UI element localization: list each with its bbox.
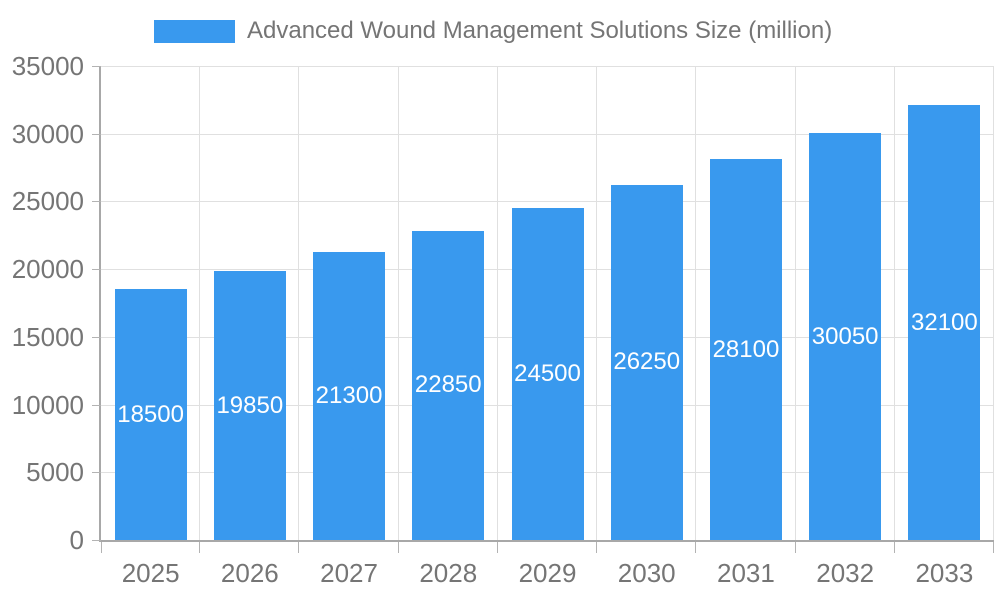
gridline-vertical [398,66,399,540]
gridline-vertical [894,66,895,540]
y-tick-label: 20000 [11,254,84,285]
bar-2027[interactable] [313,251,386,540]
y-tick-mark [92,269,101,271]
y-tick-mark [92,540,101,541]
y-tick-label: 35000 [11,51,84,81]
gridline-vertical [199,66,200,540]
gridline-vertical [993,66,994,540]
x-tick-label-2027: 2027 [320,558,378,588]
gridline-vertical [795,66,796,540]
x-tick-label-2026: 2026 [220,558,279,588]
bar-value-label: 30050 [811,322,879,350]
gridline-horizontal [101,201,994,203]
bar-value-label: 24500 [514,360,581,388]
y-tick-mark [92,472,101,474]
gridline-horizontal [101,66,994,67]
x-tick-mark [993,542,994,553]
y-tick-label: 30000 [11,118,84,149]
x-tick-label-2031: 2031 [717,558,775,588]
y-tick-mark [92,66,101,67]
x-tick-label-2025: 2025 [121,558,180,588]
y-tick-label: 0 [69,525,84,555]
bar-value-label: 21300 [315,381,383,409]
x-tick-label-2033: 2033 [915,558,974,588]
y-tick-label: 15000 [11,321,84,352]
bar-2032[interactable] [809,133,882,540]
gridline-vertical [596,66,597,540]
y-tick-mark [92,133,101,135]
bar-2025[interactable] [114,289,187,540]
bar-value-label: 32100 [911,308,978,336]
bar-value-label: 19850 [216,391,284,419]
x-tick-label-2029: 2029 [518,558,577,588]
bar-2029[interactable] [511,208,584,540]
legend-swatch [154,19,235,43]
bar-2026[interactable] [213,271,286,540]
y-tick-label: 5000 [26,457,84,488]
x-tick-mark [894,542,895,553]
legend-item[interactable]: Advanced Wound Management Solutions Size… [154,17,832,45]
y-tick-mark [92,201,101,203]
bar-2031[interactable] [709,159,782,540]
x-tick-mark [298,542,299,553]
gridline-horizontal [101,133,994,135]
bar-value-label: 26250 [613,348,681,376]
x-tick-label-2032: 2032 [816,558,875,588]
x-tick-mark [596,542,597,553]
x-tick-label-2030: 2030 [617,558,676,588]
y-tick-mark [92,336,101,338]
x-tick-mark [795,542,796,553]
x-tick-mark [101,542,102,553]
x-tick-mark [199,542,200,553]
y-tick-label: 10000 [11,389,84,420]
y-tick-mark [92,404,101,406]
bar-value-label: 18500 [117,400,184,428]
x-tick-label-2028: 2028 [419,558,478,588]
gridline-vertical [298,66,299,540]
x-tick-mark [695,542,696,553]
gridline-vertical [695,66,696,540]
x-tick-mark [398,542,399,553]
legend-label: Advanced Wound Management Solutions Size… [247,17,833,44]
y-tick-label: 25000 [11,186,84,217]
bar-2030[interactable] [610,184,683,540]
plot-area: 18500 19850 21300 22850 24500 26250 28100 30050… [99,66,994,542]
x-tick-mark [497,542,498,553]
bar-2033[interactable] [908,105,981,540]
bar-value-label: 22850 [414,371,482,399]
bar-value-label: 28100 [712,335,780,363]
bar-2028[interactable] [412,230,485,540]
gridline-vertical [497,66,498,540]
